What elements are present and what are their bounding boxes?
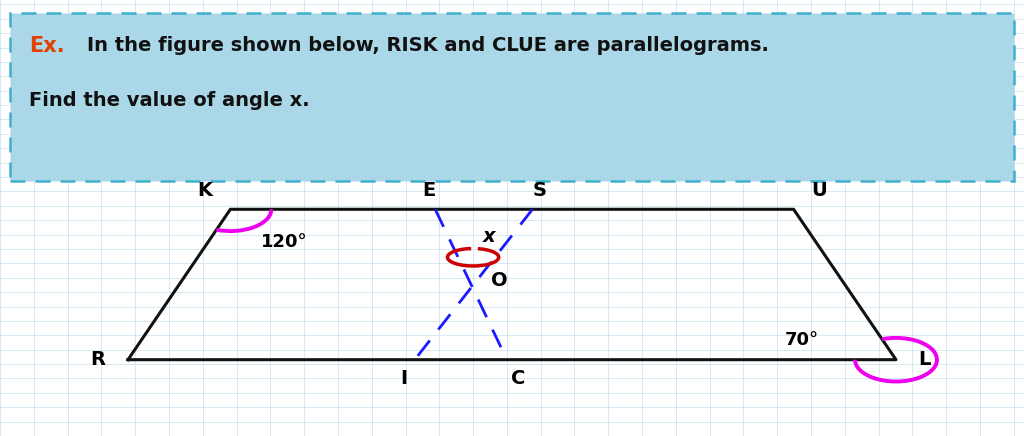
Text: E: E [422,181,435,200]
Text: L: L [919,350,931,369]
Text: U: U [812,181,827,200]
Text: Ex.: Ex. [29,36,65,56]
Text: x: x [482,227,496,246]
Text: K: K [198,181,212,200]
Text: I: I [400,369,407,388]
FancyBboxPatch shape [10,13,1014,181]
Text: R: R [90,350,105,369]
Text: 120°: 120° [261,233,308,251]
Text: In the figure shown below, RISK and CLUE are parallelograms.: In the figure shown below, RISK and CLUE… [87,36,769,55]
Text: 70°: 70° [785,331,819,349]
Text: Find the value of angle x.: Find the value of angle x. [29,91,309,110]
Text: S: S [532,181,546,200]
Text: O: O [492,271,508,290]
Text: C: C [511,369,525,388]
